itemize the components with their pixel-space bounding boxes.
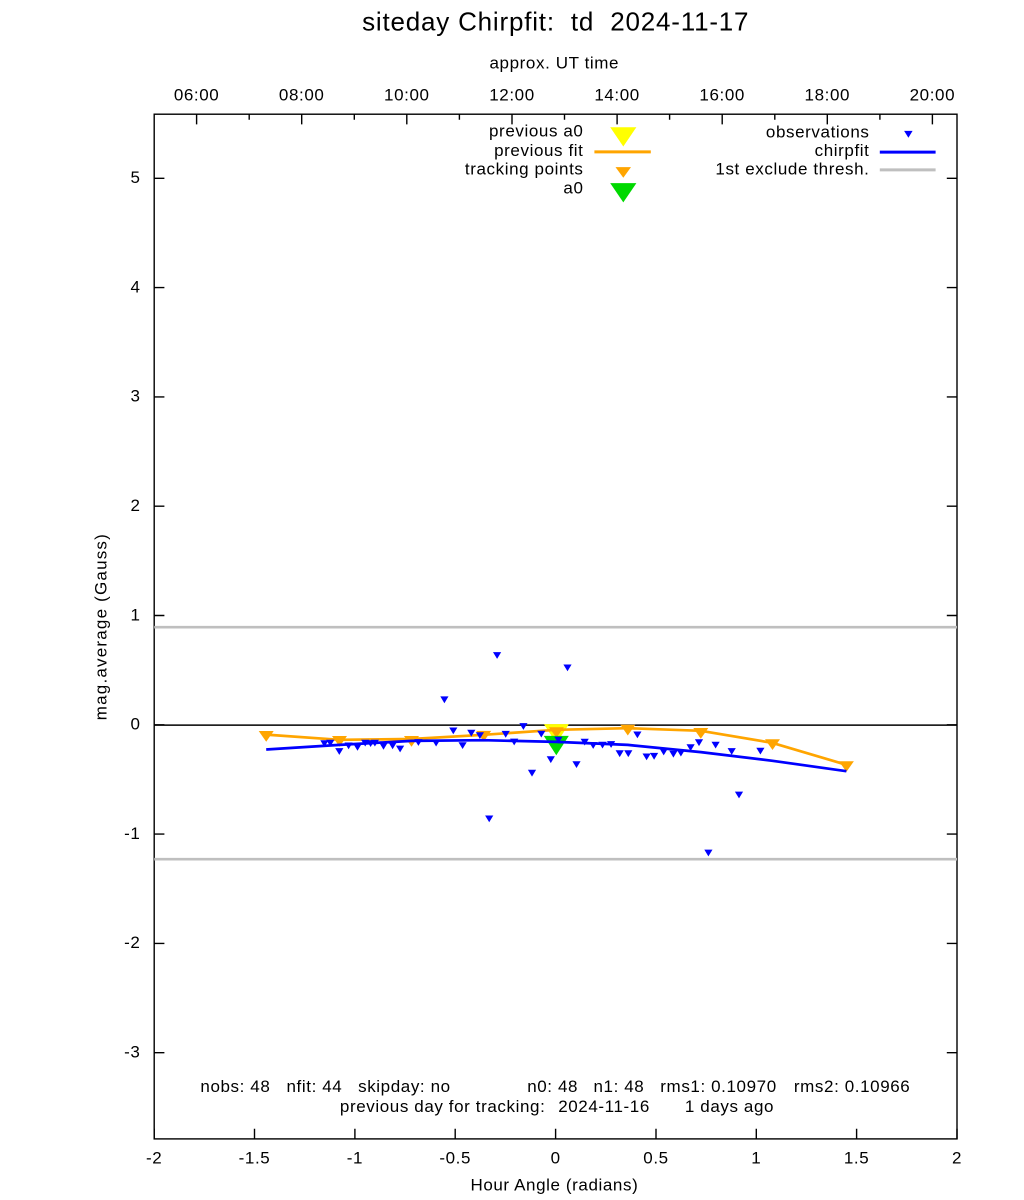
svg-text:-1: -1 [347,1148,363,1167]
svg-text:10:00: 10:00 [384,85,430,104]
svg-text:2024-11-16: 2024-11-16 [558,1097,650,1116]
svg-text:rms1: 0.10970: rms1: 0.10970 [660,1077,776,1096]
svg-text:observations: observations [766,122,870,141]
svg-text:08:00: 08:00 [279,85,325,104]
svg-text:1.5: 1.5 [844,1148,869,1167]
svg-text:n1: 48: n1: 48 [594,1077,645,1096]
svg-text:1 days ago: 1 days ago [685,1097,774,1116]
svg-text:-1.5: -1.5 [239,1148,271,1167]
svg-text:18:00: 18:00 [805,85,851,104]
svg-text:siteday Chirpfit: td 2024-11: siteday Chirpfit: td 2024-11-17 [362,6,749,36]
svg-text:0: 0 [551,1148,561,1167]
svg-text:20:00: 20:00 [910,85,956,104]
svg-text:previous day for tracking:: previous day for tracking: [340,1097,546,1116]
svg-text:mag.average (Gauss): mag.average (Gauss) [91,533,110,720]
svg-text:3: 3 [130,387,140,406]
svg-text:16:00: 16:00 [699,85,745,104]
svg-text:0.5: 0.5 [643,1148,668,1167]
svg-text:5: 5 [130,168,140,187]
svg-text:1: 1 [130,605,140,624]
svg-text:approx. UT time: approx. UT time [489,53,619,72]
svg-text:a0: a0 [563,179,583,198]
svg-text:tracking points: tracking points [465,160,584,179]
svg-text:06:00: 06:00 [174,85,220,104]
svg-text:-1: -1 [124,824,140,843]
svg-text:previous fit: previous fit [494,141,583,160]
svg-text:-0.5: -0.5 [439,1148,471,1167]
svg-text:4: 4 [130,277,140,296]
svg-text:1: 1 [751,1148,761,1167]
svg-text:-2: -2 [146,1148,162,1167]
svg-text:Hour Angle (radians): Hour Angle (radians) [470,1175,638,1194]
svg-text:14:00: 14:00 [594,85,640,104]
svg-text:-3: -3 [124,1043,140,1062]
svg-text:-2: -2 [124,933,140,952]
svg-text:chirpfit: chirpfit [815,141,870,160]
svg-text:2: 2 [952,1148,962,1167]
svg-text:n0: 48: n0: 48 [527,1077,578,1096]
svg-text:2: 2 [130,496,140,515]
svg-text:nobs: 48: nobs: 48 [200,1077,270,1096]
svg-text:nfit: 44: nfit: 44 [287,1077,343,1096]
svg-text:previous a0: previous a0 [489,122,584,141]
svg-text:12:00: 12:00 [489,85,535,104]
svg-text:rms2: 0.10966: rms2: 0.10966 [794,1077,910,1096]
svg-text:0: 0 [130,715,140,734]
svg-text:skipday: no: skipday: no [358,1077,451,1096]
svg-text:1st exclude thresh.: 1st exclude thresh. [715,159,869,178]
